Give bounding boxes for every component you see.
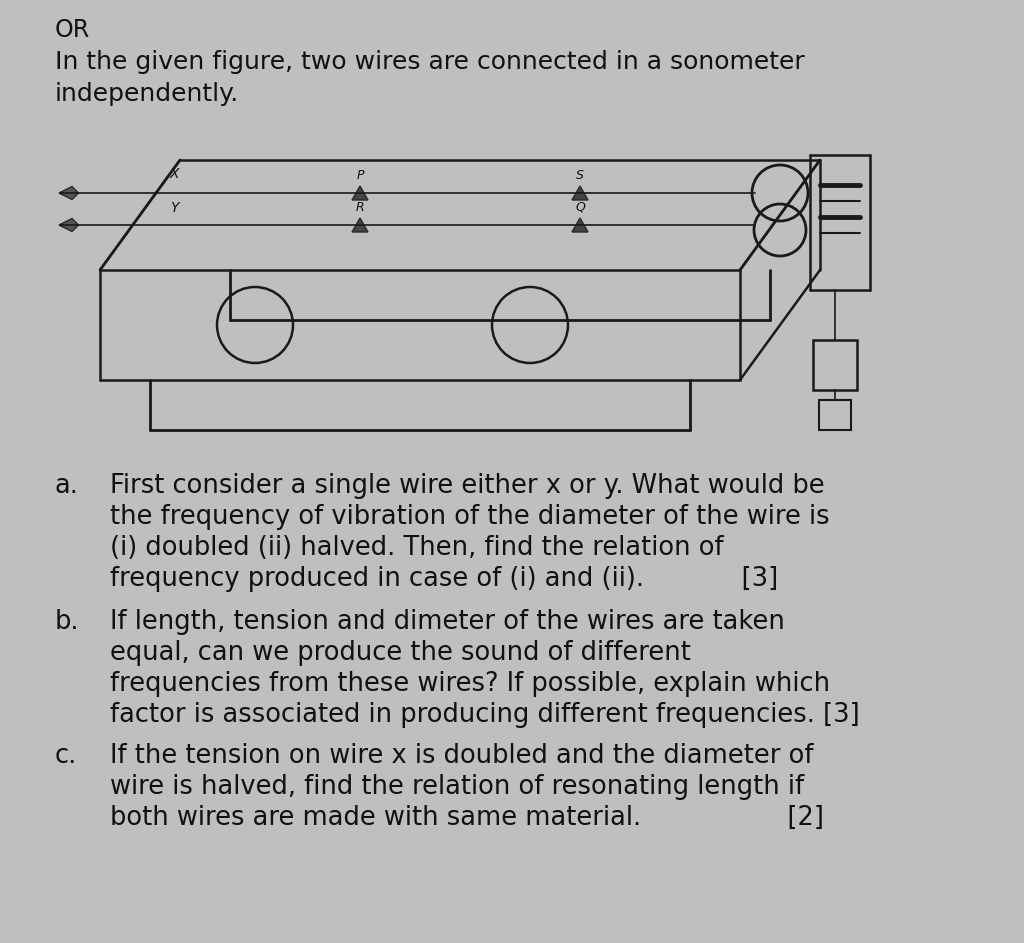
Text: Q: Q (575, 201, 585, 214)
Text: If the tension on wire x is doubled and the diameter of: If the tension on wire x is doubled and … (110, 743, 813, 769)
Polygon shape (59, 187, 79, 200)
Text: b.: b. (55, 609, 80, 635)
Polygon shape (59, 219, 79, 231)
Polygon shape (352, 218, 368, 232)
Text: both wires are made with same material.                  [2]: both wires are made with same material. … (110, 805, 824, 831)
Text: If length, tension and dimeter of the wires are taken: If length, tension and dimeter of the wi… (110, 609, 784, 635)
Text: First consider a single wire either x or y. What would be: First consider a single wire either x or… (110, 473, 824, 499)
Text: a.: a. (55, 473, 79, 499)
Text: S: S (577, 169, 584, 182)
Text: the frequency of vibration of the diameter of the wire is: the frequency of vibration of the diamet… (110, 504, 829, 530)
Text: c.: c. (55, 743, 77, 769)
Text: P: P (356, 169, 364, 182)
Text: factor is associated in producing different frequencies. [3]: factor is associated in producing differ… (110, 702, 860, 728)
Text: wire is halved, find the relation of resonating length if: wire is halved, find the relation of res… (110, 774, 804, 800)
Text: In the given figure, two wires are connected in a sonometer: In the given figure, two wires are conne… (55, 50, 805, 74)
Text: frequencies from these wires? If possible, explain which: frequencies from these wires? If possibl… (110, 671, 830, 697)
Text: equal, can we produce the sound of different: equal, can we produce the sound of diffe… (110, 640, 691, 666)
Bar (819, 400, 851, 430)
Text: X: X (170, 167, 179, 181)
Polygon shape (572, 186, 588, 200)
Text: OR: OR (55, 18, 90, 42)
Text: R: R (355, 201, 365, 214)
Text: Y: Y (170, 201, 178, 215)
Text: frequency produced in case of (i) and (ii).            [3]: frequency produced in case of (i) and (i… (110, 566, 778, 592)
Text: independently.: independently. (55, 82, 240, 106)
Polygon shape (352, 186, 368, 200)
Text: (i) doubled (ii) halved. Then, find the relation of: (i) doubled (ii) halved. Then, find the … (110, 535, 724, 561)
Bar (813, 340, 857, 390)
Polygon shape (572, 218, 588, 232)
